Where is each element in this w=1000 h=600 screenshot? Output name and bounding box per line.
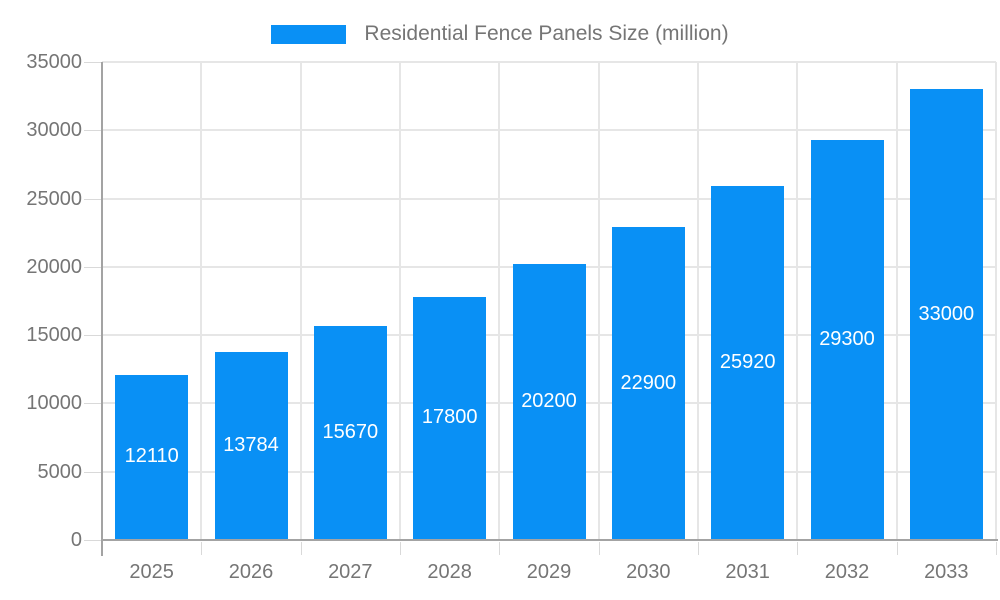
- x-axis-line: [102, 539, 998, 541]
- bar-2032: [810, 139, 884, 540]
- bar-2030: [611, 227, 685, 540]
- x-axis-tick: [598, 542, 600, 555]
- y-axis-label: 10000: [26, 392, 82, 415]
- v-gridline: [200, 62, 203, 540]
- bar-2027: [313, 325, 387, 540]
- x-axis-label: 2028: [427, 561, 472, 583]
- y-axis-tick: [84, 471, 102, 473]
- y-axis-tick: [84, 62, 102, 63]
- bar-2026: [214, 351, 288, 540]
- x-axis-label: 2029: [526, 561, 572, 583]
- bar-value-label: 25920: [719, 351, 776, 373]
- y-axis-line: [101, 62, 103, 556]
- v-gridline: [597, 62, 600, 540]
- y-axis-label: 15000: [26, 324, 82, 347]
- legend: Residential Fence Panels Size (million): [0, 22, 1000, 46]
- bar-value-label: 22900: [620, 371, 677, 394]
- y-axis-label: 30000: [26, 119, 82, 142]
- x-axis-tick: [797, 542, 799, 555]
- y-axis-label: 0: [70, 529, 82, 551]
- bar-2031: [711, 186, 785, 540]
- bar-value-label: 29300: [819, 327, 875, 350]
- x-axis-label: 2030: [626, 561, 671, 583]
- bar-value-label: 33000: [918, 302, 975, 325]
- v-gridline: [299, 62, 302, 540]
- y-axis-tick: [84, 198, 102, 200]
- x-axis-tick: [499, 542, 501, 555]
- y-axis-tick: [84, 540, 102, 541]
- y-axis-label: 5000: [37, 460, 83, 483]
- legend-label[interactable]: Residential Fence Panels Size (million): [364, 22, 729, 45]
- x-axis-tick: [300, 542, 302, 555]
- v-gridline: [895, 62, 898, 540]
- v-gridline: [498, 62, 501, 540]
- y-axis-label: 25000: [26, 187, 82, 210]
- bar-value-label: 15670: [322, 420, 379, 443]
- v-gridline: [697, 62, 699, 540]
- bar-2029: [512, 264, 586, 540]
- h-gridline: [102, 197, 996, 200]
- x-axis-tick: [400, 542, 401, 555]
- y-axis-tick: [84, 403, 102, 405]
- x-axis-label: 2027: [328, 561, 373, 583]
- bar-value-label: 13784: [223, 433, 279, 456]
- y-axis-tick: [84, 130, 102, 132]
- x-axis-tick: [896, 542, 898, 555]
- y-axis-label: 20000: [26, 255, 82, 278]
- x-axis-tick: [201, 542, 203, 555]
- x-axis-label: 2026: [228, 561, 274, 583]
- bar-2025: [115, 374, 189, 540]
- y-axis-tick: [84, 335, 102, 337]
- x-axis-tick: [996, 542, 997, 555]
- bar-2033: [909, 89, 983, 540]
- v-gridline: [796, 62, 799, 540]
- y-axis-tick: [84, 266, 102, 268]
- x-axis-label: 2031: [725, 561, 770, 583]
- x-axis-label: 2032: [824, 561, 870, 583]
- v-gridline: [995, 62, 997, 540]
- y-axis-label: 35000: [26, 51, 82, 73]
- bar-value-label: 12110: [124, 445, 179, 468]
- legend-swatch[interactable]: [271, 24, 347, 44]
- h-gridline: [102, 61, 996, 63]
- x-axis-tick: [698, 542, 699, 555]
- v-gridline: [399, 62, 401, 540]
- x-axis-label: 2033: [924, 561, 969, 583]
- bar-value-label: 17800: [421, 406, 478, 429]
- h-gridline: [102, 129, 996, 132]
- x-axis-label: 2025: [129, 561, 174, 583]
- bar-2028: [413, 296, 487, 540]
- bar-value-label: 20200: [521, 390, 577, 413]
